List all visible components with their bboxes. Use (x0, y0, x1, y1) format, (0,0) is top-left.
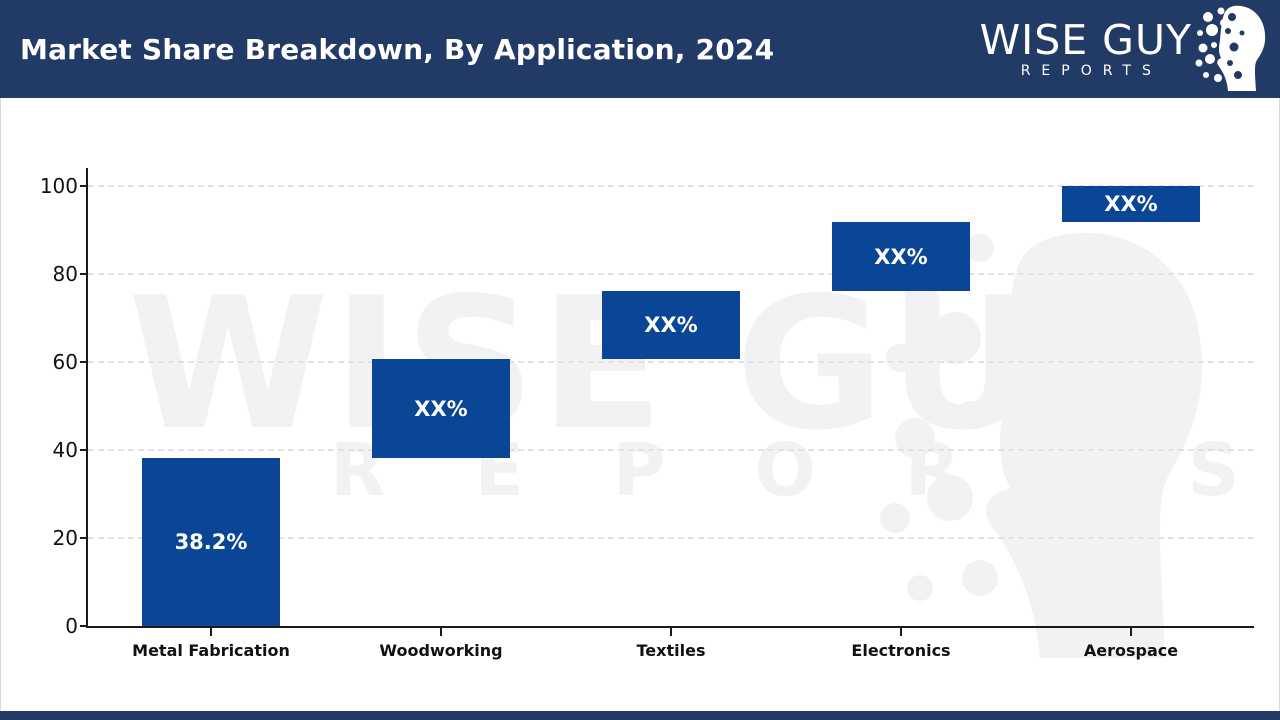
gridline-100 (88, 185, 1254, 187)
x-tick-electronics (900, 628, 902, 636)
bar-metal-fabrication: 38.2% (142, 457, 280, 626)
x-tick-woodworking (440, 628, 442, 636)
y-tick-0 (80, 625, 88, 627)
gridline-80 (88, 273, 1254, 275)
y-tick-label-20: 20 (52, 526, 78, 550)
y-axis-line (86, 168, 88, 628)
brand-subname: REPORTS (1020, 63, 1162, 79)
x-tick-metal-fabrication (210, 628, 212, 636)
gridline-20 (88, 537, 1254, 539)
category-label-electronics: Electronics (851, 641, 951, 660)
brand-name: WISE GUY (979, 16, 1192, 64)
y-tick-80 (80, 273, 88, 275)
category-label-metal-fabrication: Metal Fabrication (132, 641, 290, 660)
page-title: Market Share Breakdown, By Application, … (20, 32, 775, 66)
category-label-textiles: Textiles (636, 641, 706, 660)
gridline-60 (88, 361, 1254, 363)
x-tick-textiles (670, 628, 672, 636)
y-tick-60 (80, 361, 88, 363)
y-tick-20 (80, 537, 88, 539)
header-bar: Market Share Breakdown, By Application, … (0, 0, 1280, 98)
y-tick-label-100: 100 (39, 174, 78, 198)
gridline-40 (88, 449, 1254, 451)
category-label-woodworking: Woodworking (379, 641, 503, 660)
bar-textiles: XX% (602, 291, 740, 360)
bar-electronics: XX% (832, 222, 970, 292)
bar-woodworking: XX% (372, 359, 510, 458)
x-axis-line (86, 626, 1254, 628)
category-label-aerospace: Aerospace (1083, 641, 1179, 660)
footer-bar (0, 711, 1280, 720)
bar-value-label-metal-fabrication: 38.2% (174, 529, 248, 554)
y-tick-label-60: 60 (52, 350, 78, 374)
bar-value-label-woodworking: XX% (414, 396, 468, 421)
x-tick-aerospace (1130, 628, 1132, 636)
y-tick-label-80: 80 (52, 262, 78, 286)
y-tick-label-0: 0 (65, 614, 78, 638)
bar-value-label-textiles: XX% (644, 313, 698, 338)
y-tick-label-40: 40 (52, 438, 78, 462)
brand-logo: WISE GUY REPORTS (980, 0, 1268, 98)
brand-logo-text: WISE GUY REPORTS (980, 19, 1192, 79)
bar-value-label-aerospace: XX% (1104, 192, 1158, 217)
bar-aerospace: XX% (1062, 186, 1200, 223)
bar-value-label-electronics: XX% (874, 244, 928, 269)
y-tick-100 (80, 185, 88, 187)
y-tick-40 (80, 449, 88, 451)
dotted-head-icon (1194, 3, 1268, 95)
